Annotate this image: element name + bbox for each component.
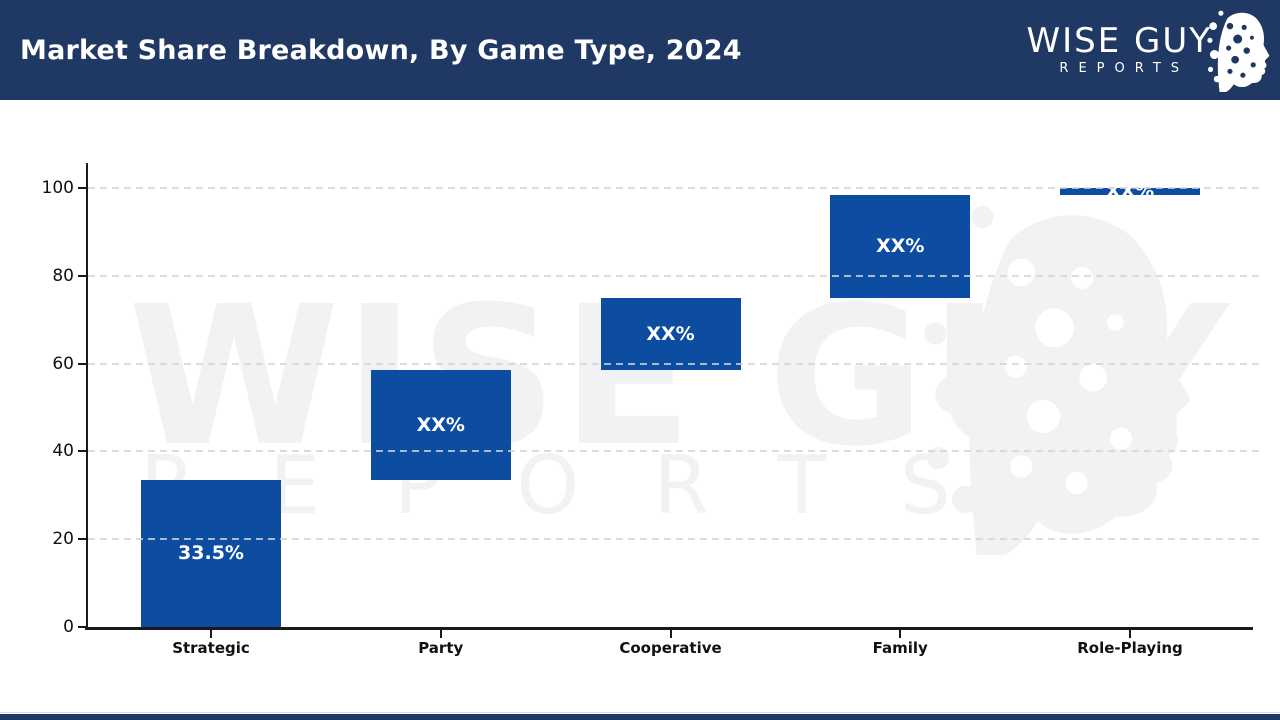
footer-divider <box>0 712 1280 713</box>
logo-wordmark: WISE GUY <box>1026 21 1212 62</box>
gridline-100 <box>88 187 1260 189</box>
x-axis-category-label: Party <box>418 639 464 657</box>
page-title: Market Share Breakdown, By Game Type, 20… <box>20 34 742 66</box>
header: Market Share Breakdown, By Game Type, 20… <box>0 0 1280 100</box>
wiseguy-head-icon <box>1207 10 1270 92</box>
bar-value-label: 33.5% <box>178 542 244 565</box>
bar-party: XX% <box>370 370 511 480</box>
y-axis-tick <box>78 187 86 189</box>
y-axis-tick <box>78 362 86 365</box>
gridline-20 <box>88 538 1260 541</box>
gridline-80 <box>88 274 1260 277</box>
bar-role-playing: XX% <box>1060 188 1200 195</box>
x-axis-line <box>85 627 1253 630</box>
x-axis-tick <box>439 630 442 638</box>
x-axis-category-label: Strategic <box>172 639 250 657</box>
y-axis-tick <box>78 538 86 541</box>
bar-strategic: 33.5% <box>141 479 281 627</box>
x-axis-tick <box>1129 630 1131 638</box>
gridline-60 <box>88 362 1260 365</box>
gridline-40 <box>88 450 1260 453</box>
bar-value-label: XX% <box>646 322 695 345</box>
x-axis-category-label: Role-Playing <box>1077 639 1183 657</box>
y-axis-tick <box>78 626 86 628</box>
wiseguy-logo-text: WISE GUY REPORTS <box>1026 21 1212 76</box>
y-axis-tick-label: 20 <box>52 529 74 550</box>
bar-value-label: XX% <box>876 235 925 258</box>
x-axis-category-label: Family <box>872 639 928 657</box>
y-axis-tick-label: 100 <box>41 178 74 198</box>
y-axis-tick-label: 0 <box>63 617 74 637</box>
x-axis-tick <box>899 630 902 638</box>
bar-value-label: XX% <box>416 414 465 437</box>
wiseguy-head-watermark-icon <box>924 206 1191 555</box>
y-axis-tick-label: 80 <box>52 265 74 286</box>
y-axis-tick-label: 40 <box>52 441 74 462</box>
footer-bar <box>0 714 1280 720</box>
x-axis-category-label: Cooperative <box>619 639 722 657</box>
y-axis-tick-label: 60 <box>52 353 74 374</box>
bar-value-label: XX% <box>1106 188 1154 195</box>
bar-family: XX% <box>830 194 971 298</box>
x-axis-tick <box>210 630 212 638</box>
x-axis-tick <box>669 630 672 638</box>
bar-cooperative: XX% <box>600 297 741 371</box>
y-axis-tick <box>78 450 86 453</box>
logo-subtitle: REPORTS <box>1059 60 1190 76</box>
y-axis-line <box>86 163 88 629</box>
wiseguy-logo: WISE GUY REPORTS <box>1026 4 1272 96</box>
y-axis-tick <box>78 274 86 277</box>
